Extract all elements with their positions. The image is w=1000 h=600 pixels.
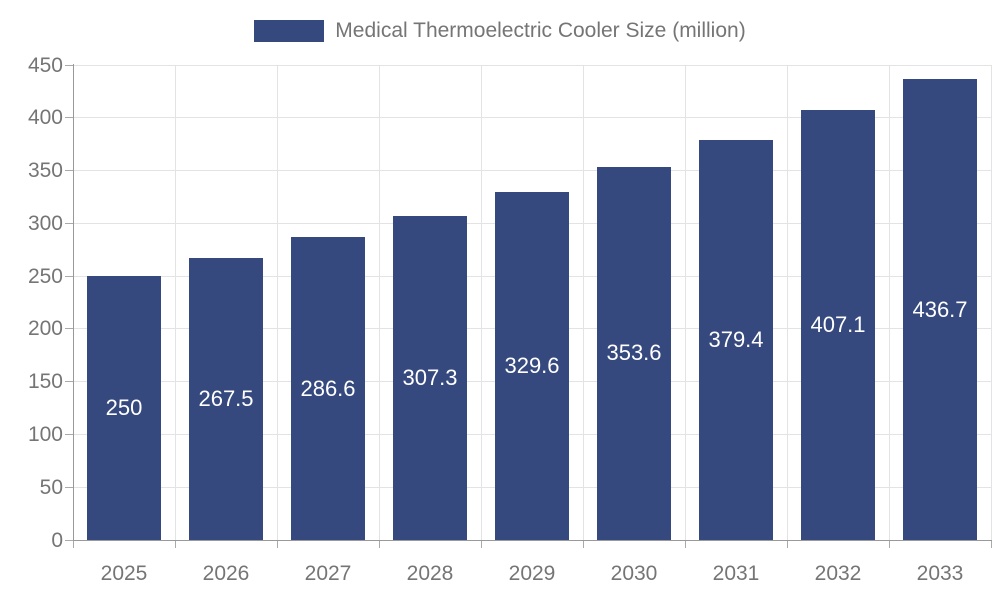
x-tick-mark bbox=[786, 541, 788, 548]
x-tick-label: 2025 bbox=[100, 562, 148, 585]
gridline-vertical bbox=[174, 65, 176, 540]
bar: 267.5 bbox=[189, 257, 263, 540]
bar: 307.3 bbox=[393, 215, 467, 540]
bar-value-label: 436.7 bbox=[912, 296, 968, 322]
x-tick-mark bbox=[480, 541, 482, 548]
gridline-vertical bbox=[684, 65, 686, 540]
x-tick-mark bbox=[378, 541, 380, 548]
bar-value-label: 407.1 bbox=[810, 312, 866, 338]
y-tick-mark bbox=[65, 381, 73, 383]
x-tick-label: 2029 bbox=[508, 562, 556, 585]
x-tick-label: 2033 bbox=[916, 562, 964, 585]
gridline-horizontal bbox=[73, 117, 991, 119]
y-tick-label: 350 bbox=[27, 159, 63, 183]
gridline-vertical bbox=[480, 65, 482, 540]
y-axis-line bbox=[73, 64, 74, 541]
x-tick-mark bbox=[684, 541, 686, 548]
bar-value-label: 329.6 bbox=[504, 353, 560, 379]
y-tick-label: 200 bbox=[27, 317, 63, 341]
x-tick-mark bbox=[582, 541, 584, 548]
bar: 353.6 bbox=[597, 166, 671, 540]
y-tick-label: 0 bbox=[51, 528, 63, 552]
gridline-vertical bbox=[582, 65, 584, 540]
bar: 436.7 bbox=[903, 79, 977, 540]
y-tick-label: 50 bbox=[39, 475, 63, 499]
y-tick-mark bbox=[65, 275, 73, 277]
gridline-horizontal bbox=[73, 170, 991, 172]
x-tick-label: 2032 bbox=[814, 562, 862, 585]
gridline-vertical bbox=[990, 65, 992, 540]
y-tick-mark bbox=[65, 170, 73, 172]
gridline-vertical bbox=[276, 65, 278, 540]
x-tick-mark bbox=[174, 541, 176, 548]
bar-value-label: 353.6 bbox=[606, 340, 662, 366]
x-tick-mark bbox=[888, 541, 890, 548]
y-tick-mark bbox=[65, 433, 73, 435]
x-tick-mark bbox=[72, 541, 74, 548]
plot-area: 250 267.5 286.6 307.3 329.6 353.6 379.4 407.1 43… bbox=[73, 64, 992, 540]
y-tick-mark bbox=[65, 328, 73, 330]
x-tick-label: 2031 bbox=[712, 562, 760, 585]
x-tick-label: 2028 bbox=[406, 562, 454, 585]
bar: 407.1 bbox=[801, 110, 875, 540]
y-tick-label: 150 bbox=[27, 370, 63, 394]
bar: 286.6 bbox=[291, 237, 365, 540]
y-tick-mark bbox=[65, 117, 73, 119]
gridline-vertical bbox=[378, 65, 380, 540]
bar-value-label: 250 bbox=[105, 395, 143, 421]
y-tick-label: 100 bbox=[27, 422, 63, 446]
x-tick-mark bbox=[990, 541, 992, 548]
x-tick-label: 2027 bbox=[304, 562, 352, 585]
bar-value-label: 267.5 bbox=[198, 385, 254, 411]
y-tick-label: 300 bbox=[27, 211, 63, 235]
gridline-vertical bbox=[888, 65, 890, 540]
bar-value-label: 379.4 bbox=[708, 326, 764, 352]
bar-value-label: 286.6 bbox=[300, 375, 356, 401]
x-tick-label: 2026 bbox=[202, 562, 250, 585]
x-tick-mark bbox=[276, 541, 278, 548]
y-tick-mark bbox=[65, 539, 73, 541]
gridline-horizontal bbox=[73, 64, 991, 66]
x-axis-line bbox=[72, 540, 992, 541]
y-tick-mark bbox=[65, 222, 73, 224]
legend-label: Medical Thermoelectric Cooler Size (mill… bbox=[335, 19, 746, 42]
bar: 379.4 bbox=[699, 139, 773, 540]
y-tick-label: 400 bbox=[27, 106, 63, 130]
y-tick-mark bbox=[65, 64, 73, 66]
bar: 250 bbox=[87, 276, 161, 540]
gridline-vertical bbox=[786, 65, 788, 540]
y-tick-label: 250 bbox=[27, 264, 63, 288]
bar: 329.6 bbox=[495, 192, 569, 540]
bar-value-label: 307.3 bbox=[402, 364, 458, 390]
legend-swatch bbox=[254, 20, 325, 42]
y-tick-label: 450 bbox=[27, 53, 63, 77]
legend[interactable]: Medical Thermoelectric Cooler Size (mill… bbox=[0, 19, 1000, 43]
x-tick-label: 2030 bbox=[610, 562, 658, 585]
y-tick-mark bbox=[65, 486, 73, 488]
